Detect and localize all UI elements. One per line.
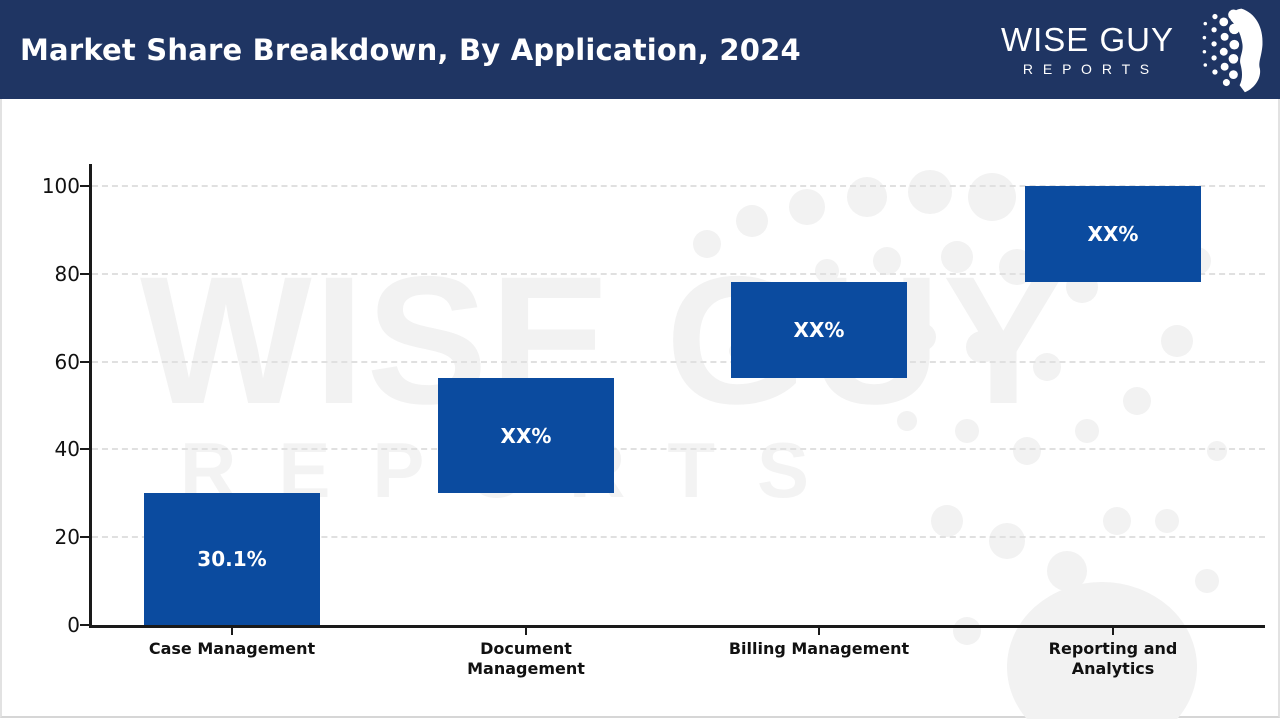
x-axis-line (89, 625, 1265, 628)
x-category-label: Document Management (396, 639, 656, 679)
bar-value-label: XX% (500, 423, 552, 448)
x-category-label: Case Management (102, 639, 362, 659)
y-tick-label: 60 (54, 349, 80, 374)
bar-billing-management: XX% (731, 281, 907, 379)
y-tick-mark (80, 624, 89, 626)
gridline (92, 272, 1265, 275)
y-tick-label: 0 (67, 613, 80, 637)
gridline (92, 185, 1265, 187)
x-category-label: Reporting and Analytics (983, 639, 1243, 679)
x-category-label-line: Management (467, 659, 585, 678)
bar-value-label: 30.1% (197, 546, 267, 571)
brand-logo: WISE GUY R E P O R T S (1001, 6, 1266, 94)
y-tick-label: 80 (54, 261, 80, 286)
bar-reporting-and-analytics: XX% (1025, 186, 1201, 282)
gridline (92, 536, 1265, 539)
x-tick-mark (1112, 628, 1114, 635)
gridline (92, 360, 1265, 363)
x-tick-mark (818, 628, 820, 635)
bar-value-label: XX% (793, 317, 845, 342)
x-category-label-line: Case Management (148, 639, 316, 658)
x-tick-mark (231, 628, 233, 635)
y-axis-line (89, 164, 92, 628)
gridline (92, 448, 1265, 451)
bar-document-management: XX% (438, 378, 614, 493)
header-bar: Market Share Breakdown, By Application, … (0, 0, 1280, 99)
x-category-label: Billing Management (689, 639, 949, 659)
y-tick-mark (80, 360, 89, 363)
y-tick-label: 40 (54, 437, 80, 462)
y-tick-mark (80, 536, 89, 539)
brand-subtitle: R E P O R T S (1022, 61, 1153, 77)
y-tick-mark (80, 272, 89, 275)
brand-logo-text: WISE GUY R E P O R T S (1001, 22, 1174, 78)
chart-title: Market Share Breakdown, By Application, … (20, 32, 801, 67)
y-tick-mark (80, 448, 89, 451)
x-category-label-line: Document (480, 639, 572, 658)
x-tick-mark (525, 628, 527, 635)
y-tick-label: 20 (54, 525, 80, 550)
brand-name: WISE GUY (1000, 21, 1174, 58)
bar-value-label: XX% (1087, 221, 1139, 246)
x-category-label-line: Reporting and (1048, 639, 1178, 658)
bar-case-management: 30.1% (144, 492, 320, 625)
y-tick-label: 100 (41, 174, 80, 198)
y-tick-mark (80, 185, 89, 187)
dotted-face-icon (1202, 8, 1263, 93)
x-category-label-line: Analytics (1071, 659, 1155, 678)
x-category-label-line: Billing Management (728, 639, 910, 658)
